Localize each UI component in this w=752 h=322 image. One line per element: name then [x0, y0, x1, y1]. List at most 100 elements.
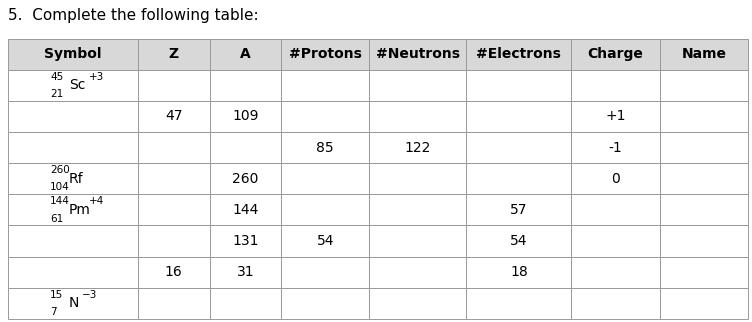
Bar	[281, 194, 369, 225]
Bar	[572, 288, 660, 319]
Bar	[660, 257, 748, 288]
Text: 122: 122	[405, 141, 431, 155]
Text: Z: Z	[168, 47, 179, 61]
Bar	[660, 101, 748, 132]
Text: #Neutrons: #Neutrons	[376, 47, 460, 61]
Text: 54: 54	[317, 234, 334, 248]
Bar	[466, 70, 572, 101]
Bar	[210, 288, 281, 319]
Text: Charge: Charge	[588, 47, 644, 61]
Bar	[369, 225, 466, 257]
Text: +4: +4	[89, 196, 105, 206]
Bar	[8, 132, 138, 163]
Bar	[138, 101, 210, 132]
Bar	[8, 101, 138, 132]
Bar	[8, 163, 138, 194]
Bar	[572, 194, 660, 225]
Bar	[466, 194, 572, 225]
Text: #Electrons: #Electrons	[477, 47, 561, 61]
Text: -1: -1	[609, 141, 623, 155]
Bar	[660, 194, 748, 225]
Bar	[572, 101, 660, 132]
Bar	[8, 257, 138, 288]
Bar	[210, 163, 281, 194]
Bar	[281, 39, 369, 70]
Text: +3: +3	[89, 71, 105, 81]
Bar	[369, 288, 466, 319]
Bar	[210, 70, 281, 101]
Bar	[210, 225, 281, 257]
Bar	[466, 288, 572, 319]
Bar	[369, 39, 466, 70]
Bar	[369, 163, 466, 194]
Bar	[281, 70, 369, 101]
Text: Pm: Pm	[69, 203, 91, 217]
Text: 260: 260	[50, 165, 70, 175]
Text: 260: 260	[232, 172, 259, 186]
Bar	[210, 101, 281, 132]
Bar	[281, 163, 369, 194]
Bar	[281, 132, 369, 163]
Bar	[369, 70, 466, 101]
Bar	[660, 70, 748, 101]
Bar	[138, 70, 210, 101]
Text: 31: 31	[236, 265, 254, 279]
Bar	[572, 257, 660, 288]
Text: 16: 16	[165, 265, 183, 279]
Bar	[572, 70, 660, 101]
Text: 7: 7	[50, 307, 57, 317]
Text: 61: 61	[50, 213, 63, 223]
Text: Sc: Sc	[69, 78, 86, 92]
Bar	[466, 101, 572, 132]
Text: A: A	[240, 47, 250, 61]
Bar	[466, 163, 572, 194]
Bar	[660, 288, 748, 319]
Bar	[138, 194, 210, 225]
Text: 109: 109	[232, 109, 259, 123]
Text: Rf: Rf	[69, 172, 83, 186]
Bar	[369, 257, 466, 288]
Bar	[466, 132, 572, 163]
Bar	[281, 225, 369, 257]
Bar	[572, 225, 660, 257]
Bar	[210, 257, 281, 288]
Text: 144: 144	[50, 196, 70, 206]
Text: 54: 54	[510, 234, 528, 248]
Text: 21: 21	[50, 89, 63, 99]
Bar	[8, 39, 138, 70]
Bar	[210, 132, 281, 163]
Bar	[8, 288, 138, 319]
Bar	[210, 39, 281, 70]
Bar	[660, 39, 748, 70]
Bar	[138, 225, 210, 257]
Bar	[138, 39, 210, 70]
Bar	[466, 257, 572, 288]
Text: 45: 45	[50, 71, 63, 81]
Text: Symbol: Symbol	[44, 47, 102, 61]
Bar	[8, 225, 138, 257]
Text: 47: 47	[165, 109, 183, 123]
Bar	[138, 163, 210, 194]
Text: 144: 144	[232, 203, 259, 217]
Text: 15: 15	[50, 289, 63, 299]
Text: 131: 131	[232, 234, 259, 248]
Bar	[281, 288, 369, 319]
Text: 85: 85	[317, 141, 334, 155]
Text: Name: Name	[681, 47, 726, 61]
Bar	[660, 225, 748, 257]
Bar	[466, 39, 572, 70]
Bar	[369, 132, 466, 163]
Text: 18: 18	[510, 265, 528, 279]
Bar	[369, 101, 466, 132]
Bar	[138, 132, 210, 163]
Bar	[572, 132, 660, 163]
Bar	[572, 39, 660, 70]
Text: #Protons: #Protons	[289, 47, 362, 61]
Text: +1: +1	[605, 109, 626, 123]
Bar	[369, 194, 466, 225]
Bar	[572, 163, 660, 194]
Bar	[281, 101, 369, 132]
Text: 57: 57	[510, 203, 528, 217]
Text: −3: −3	[82, 289, 97, 299]
Text: 5.  Complete the following table:: 5. Complete the following table:	[8, 8, 258, 23]
